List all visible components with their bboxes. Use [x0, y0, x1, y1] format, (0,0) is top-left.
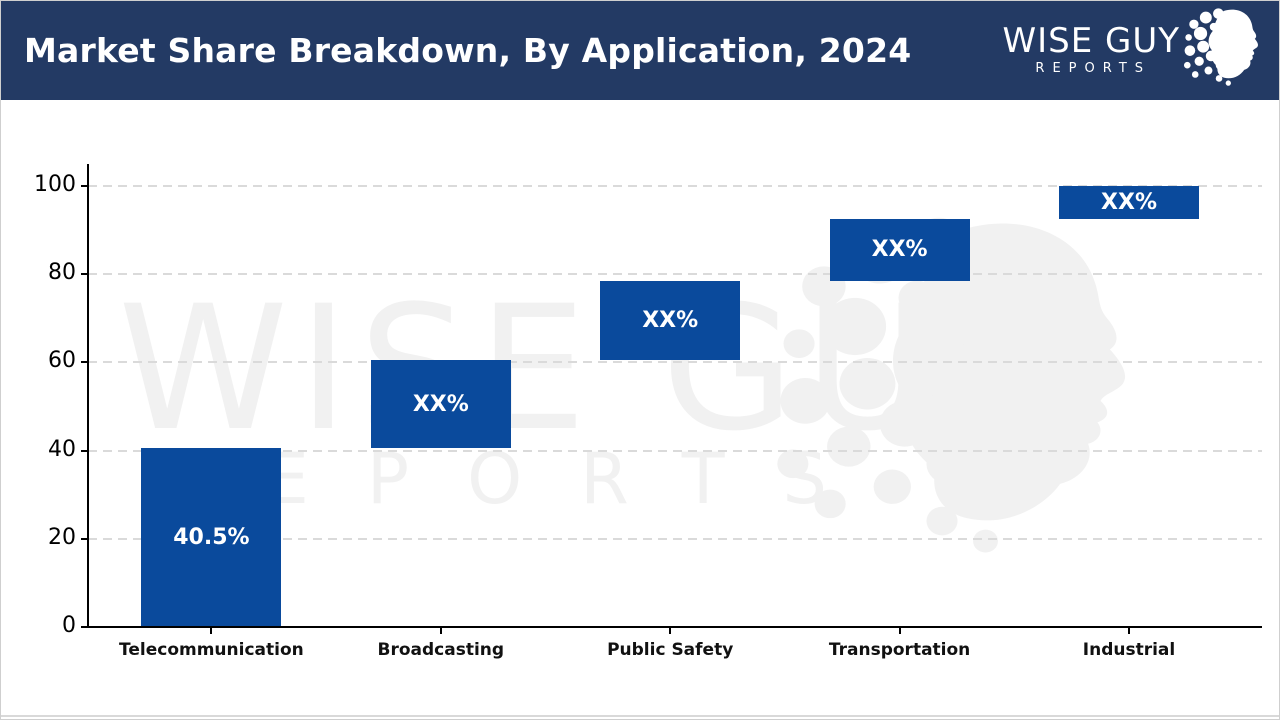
- y-tick-label: 60: [48, 348, 76, 374]
- y-tick-mark: [81, 626, 89, 628]
- grid-line: [88, 273, 1262, 276]
- x-tick-mark: [439, 627, 442, 634]
- grid-line: [88, 537, 1262, 540]
- grid-line: [88, 449, 1262, 452]
- logo-wordmark: WISE GUY: [1002, 20, 1180, 61]
- bar: XX%: [1059, 186, 1199, 220]
- x-category-label: Public Safety: [607, 640, 734, 660]
- grid-line: [88, 361, 1262, 364]
- y-tick-mark: [81, 361, 89, 364]
- x-category-label: Transportation: [828, 640, 971, 660]
- x-tick-mark: [1128, 627, 1130, 634]
- y-tick-mark: [81, 537, 89, 540]
- y-axis-line: [87, 164, 89, 628]
- bar: XX%: [370, 360, 511, 449]
- x-axis-line: [87, 626, 1262, 628]
- x-category-label: Telecommunication: [119, 640, 304, 660]
- bar-value-label: XX%: [1101, 190, 1157, 216]
- y-tick-label: 20: [48, 524, 76, 550]
- chart-area: WISE GUY REPORTS 0 20 40 60 80 100 40.5% XX% XX%…: [0, 100, 1280, 720]
- bar: XX%: [600, 280, 741, 361]
- x-tick-mark: [898, 627, 901, 634]
- bar-value-label: XX%: [642, 308, 699, 333]
- grid-line: [88, 185, 1262, 187]
- bottom-divider: [0, 715, 1280, 717]
- x-tick-mark: [669, 627, 672, 634]
- brand-logo: WISE GUY REPORTS: [1002, 6, 1268, 94]
- bar: 40.5%: [141, 448, 282, 627]
- bar-value-label: XX%: [412, 391, 469, 417]
- y-tick-label: 0: [62, 613, 76, 638]
- y-tick-label: 80: [48, 260, 76, 286]
- logo-subtext: REPORTS: [1035, 61, 1152, 77]
- y-tick-label: 40: [48, 436, 76, 462]
- header: Market Share Breakdown, By Application, …: [0, 0, 1280, 100]
- bar-chart: 0 20 40 60 80 100 40.5% XX% XX% XX% XX% Telecommuni…: [0, 100, 1280, 720]
- page-title: Market Share Breakdown, By Application, …: [24, 30, 912, 70]
- x-category-label: Industrial: [1082, 640, 1176, 660]
- bar-value-label: XX%: [871, 237, 928, 263]
- y-tick-mark: [81, 185, 89, 187]
- logo-wordmark-block: WISE GUY REPORTS: [1002, 20, 1180, 77]
- y-tick-mark: [81, 273, 89, 276]
- x-tick-mark: [210, 627, 213, 634]
- x-category-label: Broadcasting: [377, 640, 505, 660]
- bar: XX%: [829, 219, 970, 281]
- dotted-head-logo-icon: [1183, 8, 1259, 86]
- bar-value-label: 40.5%: [173, 525, 250, 551]
- y-tick-label: 100: [34, 172, 76, 197]
- y-tick-mark: [81, 449, 89, 452]
